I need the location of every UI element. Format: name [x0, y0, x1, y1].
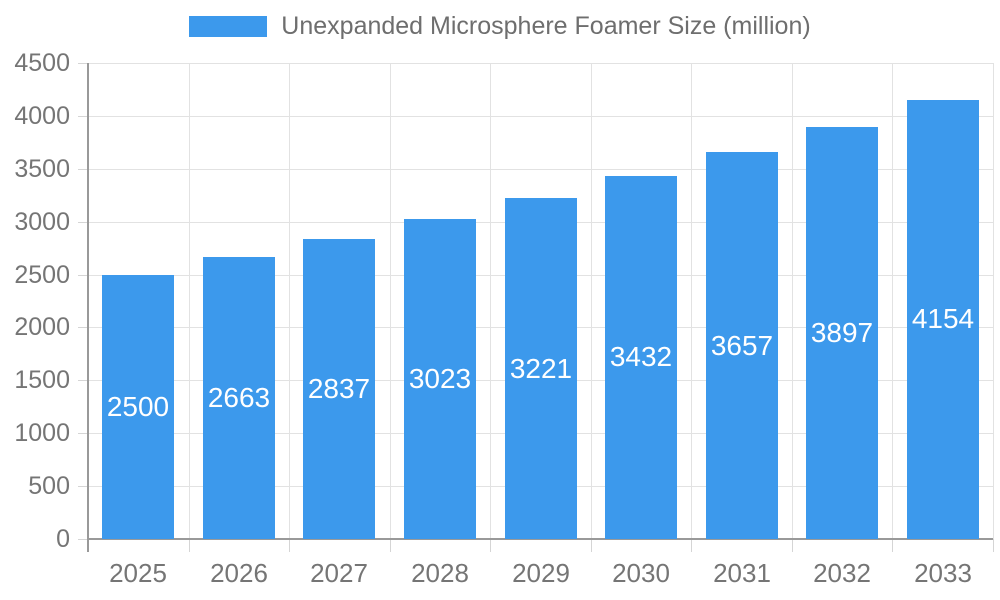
x-tick-label: 2026 [210, 558, 268, 588]
x-axis-tick [289, 539, 290, 552]
x-axis-tick [189, 539, 190, 552]
y-axis-tick [78, 380, 88, 381]
bar [404, 219, 476, 539]
y-axis-tick [78, 275, 88, 276]
gridline-vertical [189, 63, 190, 539]
x-axis-tick [691, 539, 692, 552]
legend-swatch [189, 16, 268, 37]
y-tick-label: 4000 [14, 102, 70, 130]
x-axis-line [88, 538, 993, 540]
bar [102, 275, 174, 539]
y-axis-tick [78, 116, 88, 117]
bar [907, 100, 979, 539]
x-axis-tick [892, 539, 893, 552]
x-axis-tick [591, 539, 592, 552]
y-axis-tick [78, 433, 88, 434]
gridline-horizontal [88, 116, 993, 117]
x-axis-tick [490, 539, 491, 552]
bar-value-label: 3023 [408, 363, 472, 394]
y-tick-label: 2500 [14, 261, 70, 289]
gridline-vertical [390, 63, 391, 539]
bar [806, 127, 878, 539]
bar-value-label: 2663 [207, 382, 271, 413]
bar-value-label: 3897 [810, 317, 874, 348]
y-tick-label: 0 [56, 525, 70, 553]
gridline-vertical [691, 63, 692, 539]
gridline-horizontal [88, 169, 993, 170]
x-tick-label: 2028 [411, 558, 469, 588]
gridline-vertical [591, 63, 592, 539]
y-axis-tick [78, 486, 88, 487]
bar-value-label: 3657 [710, 330, 774, 361]
legend-label: Unexpanded Microsphere Foamer Size (mill… [281, 12, 811, 40]
chart-legend[interactable]: Unexpanded Microsphere Foamer Size (mill… [0, 12, 1000, 41]
y-tick-label: 1000 [14, 419, 70, 447]
y-axis-line [87, 63, 89, 552]
y-tick-label: 500 [28, 472, 70, 500]
x-tick-label: 2030 [612, 558, 670, 588]
x-tick-label: 2027 [310, 558, 368, 588]
gridline-vertical [490, 63, 491, 539]
y-tick-label: 2000 [14, 313, 70, 341]
y-tick-label: 3000 [14, 208, 70, 236]
x-tick-label: 2032 [813, 558, 871, 588]
bar-value-label: 3221 [509, 353, 573, 384]
y-tick-label: 1500 [14, 366, 70, 394]
x-axis-tick [390, 539, 391, 552]
x-tick-label: 2029 [512, 558, 570, 588]
bar [203, 257, 275, 539]
gridline-vertical [792, 63, 793, 539]
x-axis-tick [792, 539, 793, 552]
bar-value-label: 3432 [609, 341, 673, 372]
gridline-vertical [993, 63, 994, 539]
bar [605, 176, 677, 539]
gridline-vertical [892, 63, 893, 539]
y-axis-tick [78, 63, 88, 64]
y-axis-tick [78, 222, 88, 223]
bar-value-label: 2500 [106, 391, 170, 422]
x-tick-label: 2031 [713, 558, 771, 588]
x-tick-label: 2025 [109, 558, 167, 588]
y-axis-tick [78, 169, 88, 170]
gridline-horizontal [88, 63, 993, 64]
x-axis-tick [993, 539, 994, 552]
bar [303, 239, 375, 539]
gridline-vertical [289, 63, 290, 539]
bar [706, 152, 778, 539]
y-axis-tick [78, 327, 88, 328]
y-axis-tick [78, 539, 88, 540]
bar-value-label: 2837 [307, 373, 371, 404]
y-tick-label: 4500 [14, 49, 70, 77]
x-tick-label: 2033 [914, 558, 972, 588]
bar [505, 198, 577, 539]
y-tick-label: 3500 [14, 155, 70, 183]
bar-value-label: 4154 [911, 303, 975, 334]
